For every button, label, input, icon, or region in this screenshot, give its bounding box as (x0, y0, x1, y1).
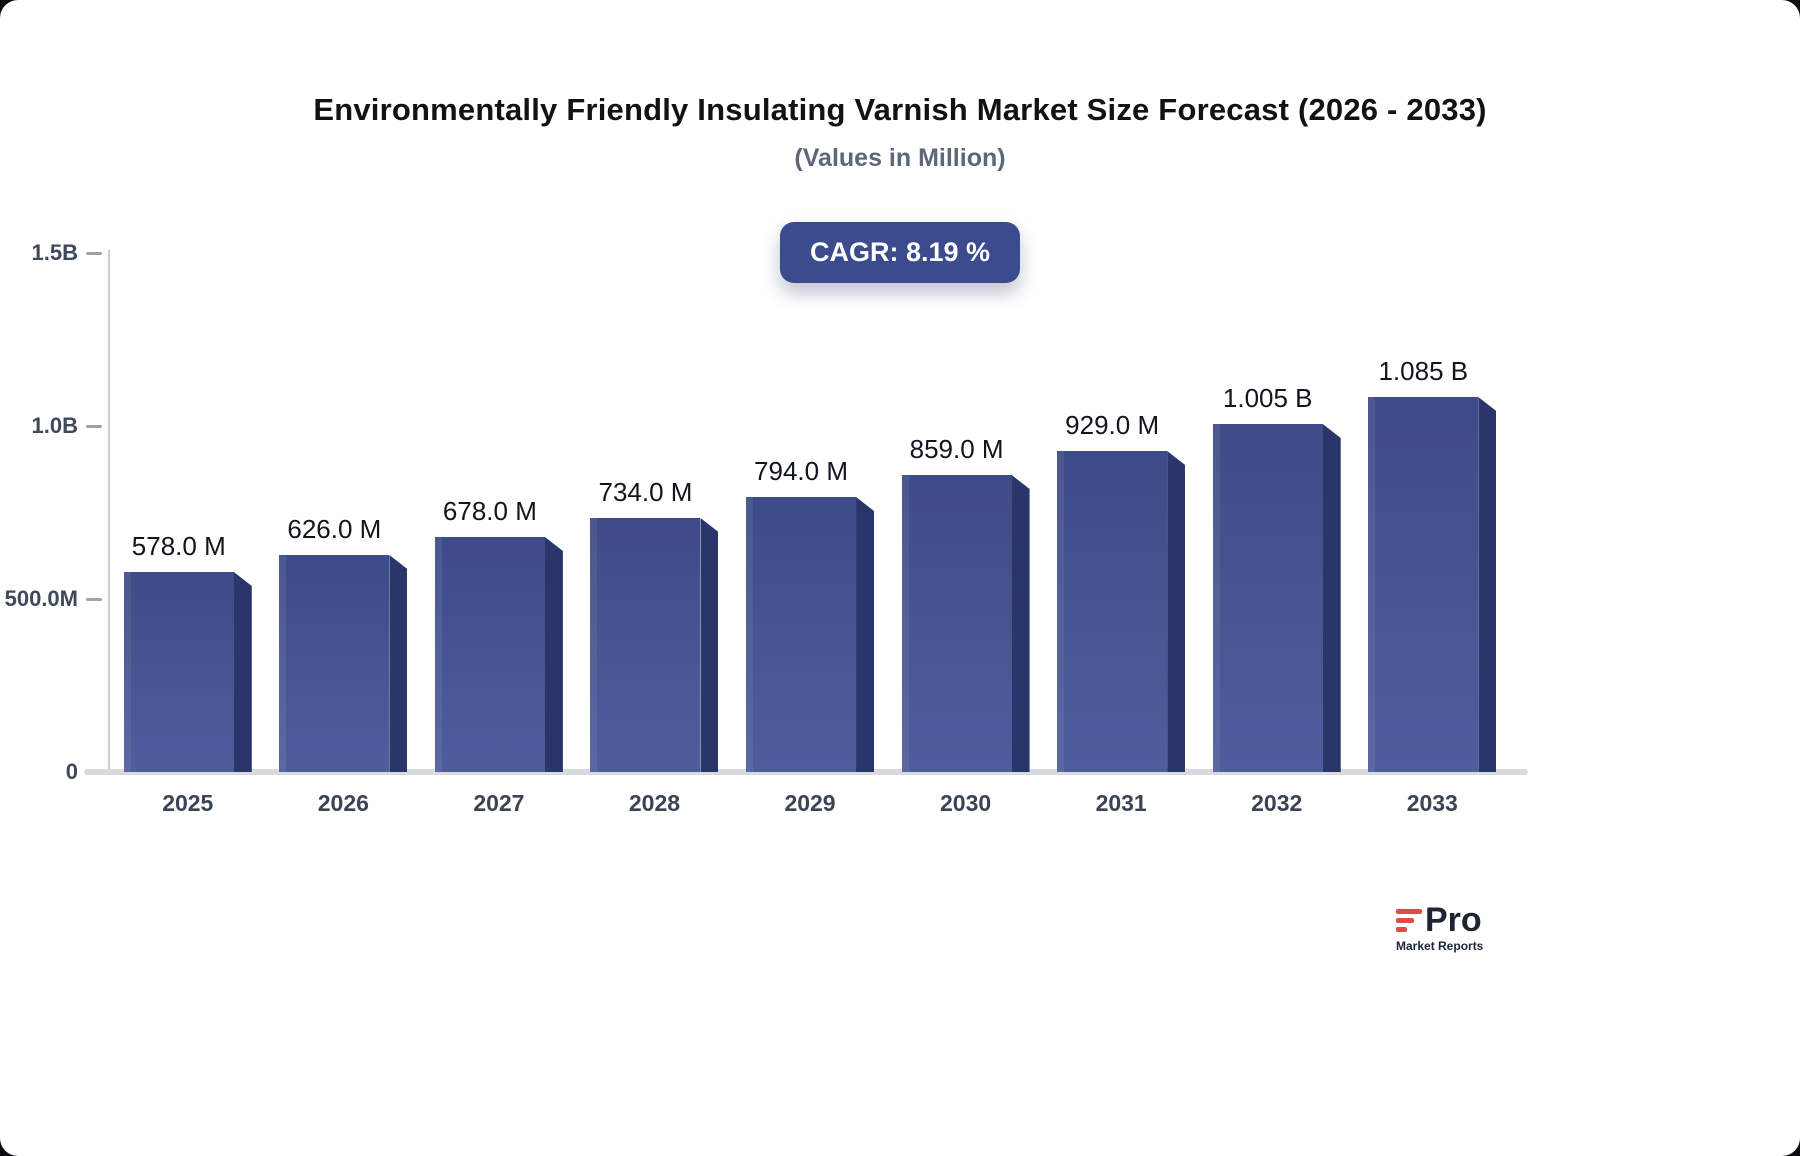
logo-text: Pro (1425, 901, 1482, 939)
bar-column: 1.005 B (1199, 253, 1355, 772)
bar-column: 794.0 M (732, 253, 888, 772)
y-tick-label: 500.0M (4, 586, 78, 611)
x-axis-label: 2025 (162, 790, 214, 816)
x-axis-label: 2030 (940, 790, 992, 816)
x-axis-label: 2027 (473, 790, 525, 816)
bar-front (123, 572, 234, 772)
bar-value-label: 626.0 M (287, 514, 382, 544)
bar-front (279, 555, 390, 772)
bar-side (233, 572, 252, 772)
x-axis-label: 2031 (1095, 790, 1147, 816)
brand-logo-top: Pro (1396, 903, 1482, 937)
bar-2033: 1.085 B (1368, 356, 1497, 772)
bar-side (1322, 424, 1341, 772)
bar-side (700, 518, 719, 772)
bar-front (901, 475, 1012, 772)
y-axis-line (108, 250, 110, 772)
bar-2026: 626.0 M (279, 514, 408, 772)
chart-title: Environmentally Friendly Insulating Varn… (313, 92, 1487, 127)
bar-side (1167, 451, 1186, 772)
bar-column: 859.0 M (888, 253, 1044, 772)
bar-side (1011, 475, 1030, 772)
bar-value-label: 929.0 M (1065, 410, 1160, 440)
bar-2027: 678.0 M (434, 496, 563, 772)
logo-lines-icon (1396, 908, 1422, 932)
x-axis-label: 2029 (784, 790, 836, 816)
bar-2029: 794.0 M (746, 456, 875, 772)
bar-side (856, 497, 875, 772)
x-axis-line (84, 769, 1528, 775)
bar-value-label: 1.005 B (1222, 383, 1313, 413)
x-axis-label: 2033 (1406, 790, 1458, 816)
y-axis: 0 500.0M 1.0B 1.5B (0, 240, 104, 784)
bar-front (746, 497, 857, 772)
bar-value-label: 794.0 M (754, 456, 849, 486)
bar-2025: 578.0 M (123, 531, 252, 772)
cagr-badge: CAGR: 8.19 % (779, 222, 1021, 283)
chart-header: Environmentally Friendly Insulating Varn… (0, 0, 1800, 173)
bar-value-label: 859.0 M (909, 434, 1004, 464)
bar-value-label: 678.0 M (442, 496, 537, 526)
y-tick-label: 1.5B (31, 240, 78, 265)
bar-value-label: 578.0 M (131, 531, 226, 561)
logo-subtext: Market Reports (1396, 939, 1484, 953)
chart-subtitle: (Values in Million) (794, 144, 1006, 172)
bar-value-label: 1.085 B (1378, 356, 1469, 386)
bar-2028: 734.0 M (590, 477, 719, 772)
bar-front (1212, 424, 1323, 772)
bar-column: 578.0 M (110, 253, 266, 772)
x-axis-labels: 2025 2026 2027 2028 2029 2030 2031 2032 2033 (110, 790, 1510, 817)
bar-front (590, 518, 701, 772)
bar-column: 626.0 M (266, 253, 422, 772)
x-axis-label: 2026 (317, 790, 369, 816)
bar-column: 929.0 M (1043, 253, 1199, 772)
bar-column: 678.0 M (421, 253, 577, 772)
x-axis-label: 2032 (1251, 790, 1303, 816)
bar-2032: 1.005 B (1212, 383, 1341, 772)
bar-value-label: 734.0 M (598, 477, 693, 507)
y-tick-label: 1.0B (31, 413, 78, 438)
brand-logo: Pro Market Reports (1396, 903, 1484, 953)
bar-front (1057, 451, 1168, 772)
bar-2031: 929.0 M (1057, 410, 1186, 772)
bar-front (1368, 397, 1479, 772)
bar-side (1478, 397, 1497, 772)
bar-column: 1.085 B (1355, 253, 1511, 772)
bar-side (389, 555, 408, 772)
bar-front (434, 537, 545, 772)
plot-area: 578.0 M 626.0 M 678.0 M 734.0 M 794.0 M 859.0… (110, 253, 1510, 772)
y-tick-label: 0 (65, 759, 78, 784)
bar-column: 734.0 M (577, 253, 733, 772)
bar-2030: 859.0 M (901, 434, 1030, 772)
y-tick-mark (86, 425, 102, 428)
y-tick-mark (86, 598, 102, 601)
x-axis-label: 2028 (628, 790, 681, 816)
bar-side (544, 537, 563, 772)
y-tick-mark (86, 252, 102, 255)
